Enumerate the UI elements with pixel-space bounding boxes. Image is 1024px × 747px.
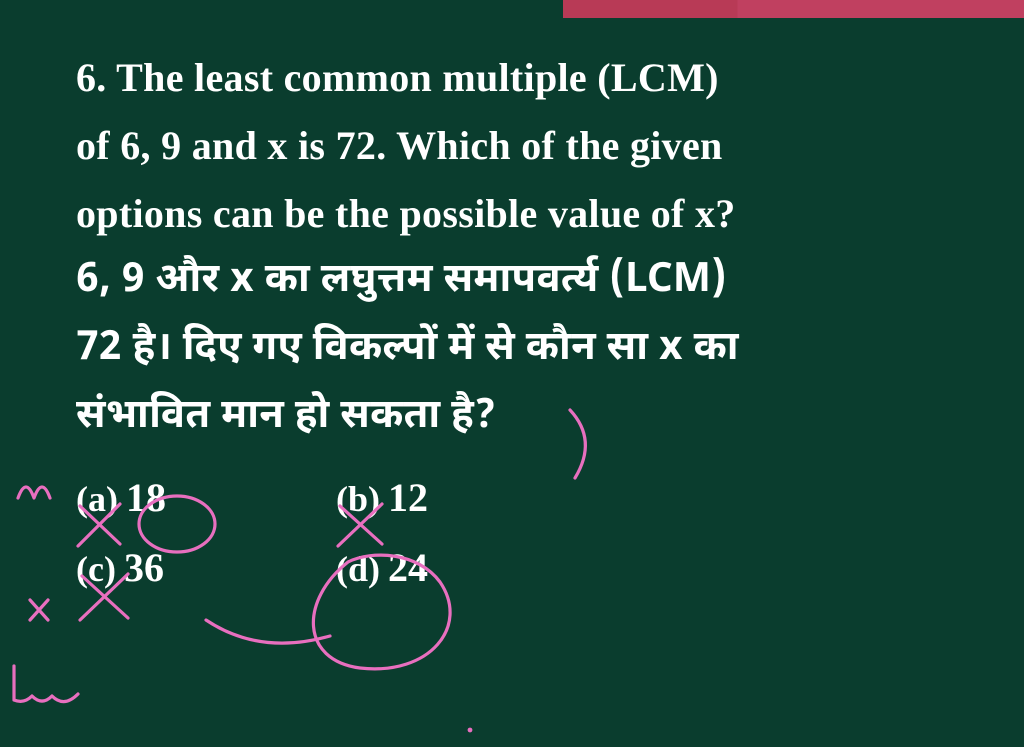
question-hi-line-2: 72 है। दिए गए विकल्पों में से कौन सा x क… <box>76 316 976 384</box>
option-c-marker: (c) <box>76 549 116 589</box>
option-b-marker: (b) <box>336 479 380 519</box>
top-accent-bar <box>0 0 1024 18</box>
option-c-value: 36 <box>124 545 164 590</box>
option-a: (a)18 <box>76 474 166 521</box>
margin-lcm-icon <box>14 666 78 702</box>
option-c: (c)36 <box>76 544 164 591</box>
option-d-marker: (d) <box>336 549 380 589</box>
question-block: 6. The least common multiple (LCM) of 6,… <box>76 44 976 624</box>
question-en-line-3: options can be the possible value of x? <box>76 180 976 248</box>
option-b: (b)12 <box>336 474 428 521</box>
margin-x-icon <box>30 600 48 620</box>
option-b-value: 12 <box>388 475 428 520</box>
option-a-marker: (a) <box>76 479 118 519</box>
margin-m-icon <box>18 487 50 498</box>
dot-icon <box>468 728 473 733</box>
question-en-line-1: 6. The least common multiple (LCM) <box>76 44 976 112</box>
question-en-line-2: of 6, 9 and x is 72. Which of the given <box>76 112 976 180</box>
options-grid: (a)18 (b)12 (c)36 (d)24 <box>76 474 976 624</box>
question-hi-line-3: संभावित मान हो सकता है? <box>76 384 976 452</box>
option-d-value: 24 <box>388 545 428 590</box>
option-d: (d)24 <box>336 544 428 591</box>
question-hi-line-1: 6, 9 और x का लघुत्तम समापवर्त्य (LCM) <box>76 248 976 316</box>
option-a-value: 18 <box>126 475 166 520</box>
